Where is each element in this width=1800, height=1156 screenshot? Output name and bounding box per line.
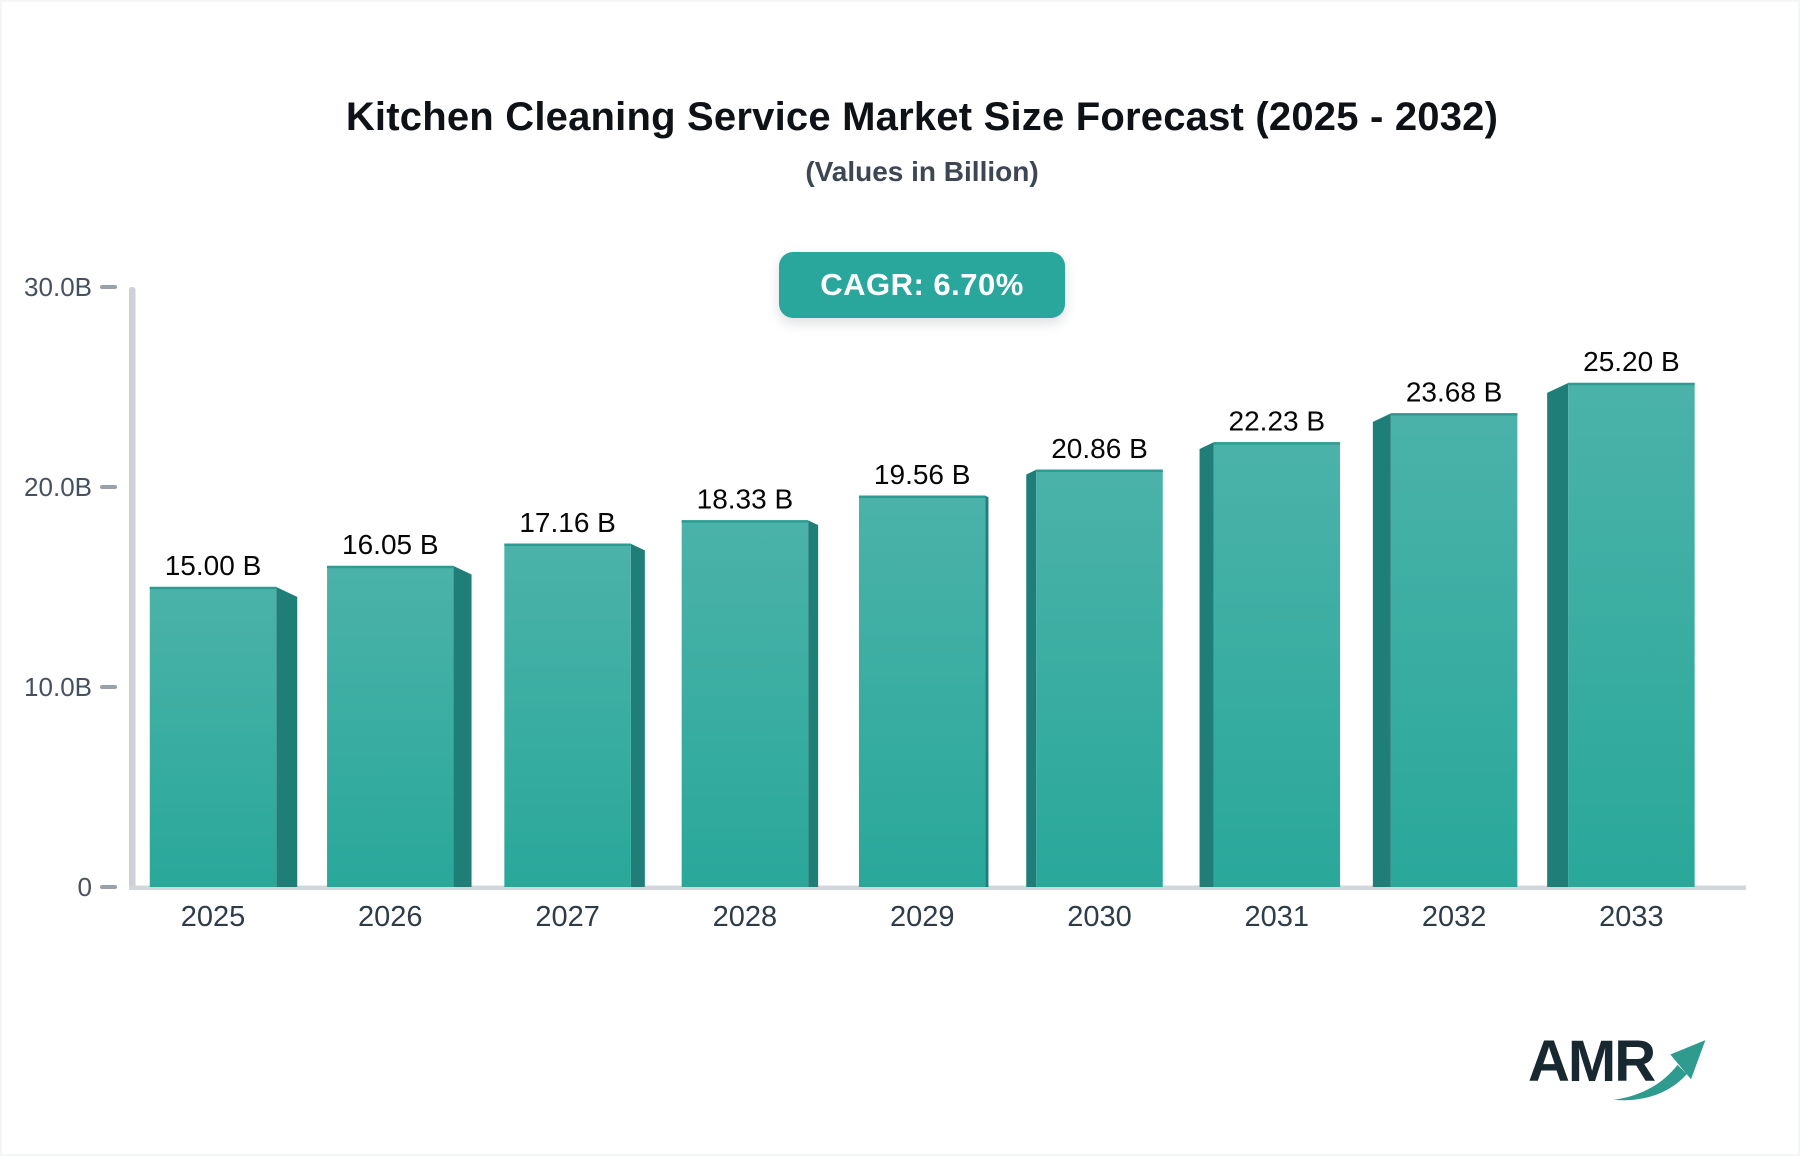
value-label-2027: 17.16 B	[519, 507, 616, 538]
value-label-2029: 19.56 B	[874, 459, 971, 490]
value-label-2025: 15.00 B	[165, 550, 262, 581]
y-axis-line	[129, 287, 136, 889]
bar-group-2027	[504, 543, 645, 887]
x-tick-label-2028: 2028	[713, 901, 778, 933]
bar-group-2033	[1547, 382, 1695, 887]
x-tick-label-2027: 2027	[535, 901, 600, 933]
bar-side-2031	[1199, 442, 1214, 887]
y-tick-label-10.0B: 10.0B	[24, 672, 92, 702]
bar-face-2029	[858, 495, 986, 887]
bar-group-2025	[149, 586, 298, 887]
bar-face-2033	[1568, 383, 1695, 887]
y-tick-label-30.0B: 30.0B	[24, 272, 92, 302]
value-label-2026: 16.05 B	[342, 529, 439, 560]
x-tick-label-2025: 2025	[181, 901, 246, 933]
value-label-2031: 22.23 B	[1229, 405, 1326, 436]
bar-side-2033	[1547, 383, 1569, 887]
bar-face-2030	[1036, 469, 1163, 887]
bar-face-2025	[149, 587, 277, 887]
value-label-2033: 25.20 B	[1583, 346, 1680, 377]
bar-face-2028	[681, 520, 809, 887]
bar-face-2027	[504, 543, 631, 887]
x-tick-label-2030: 2030	[1067, 901, 1132, 933]
x-tick-label-2031: 2031	[1245, 901, 1310, 933]
bar-group-2032	[1372, 413, 1518, 887]
bar-group-2031	[1199, 442, 1341, 887]
bar-group-2030	[1026, 469, 1163, 887]
bar-side-2032	[1372, 413, 1391, 887]
bar-group-2028	[681, 520, 819, 887]
bar-side-2027	[630, 543, 645, 887]
bar-face-2026	[327, 566, 454, 887]
value-label-2028: 18.33 B	[697, 483, 794, 514]
x-tick-label-2029: 2029	[890, 901, 955, 933]
bar-face-2031	[1213, 442, 1341, 887]
y-tick-mark-0	[100, 885, 117, 889]
bar-group-2026	[327, 565, 472, 887]
bar-face-2032	[1390, 413, 1518, 887]
bar-side-2030	[1026, 469, 1037, 887]
amr-logo-text: AMR	[1528, 1029, 1656, 1094]
bar-side-2025	[276, 587, 298, 887]
y-tick-mark-10.0B	[100, 685, 117, 689]
y-tick-mark-20.0B	[100, 485, 117, 489]
chart-subtitle: (Values in Billion)	[805, 156, 1039, 187]
x-tick-label-2026: 2026	[358, 901, 423, 933]
value-label-2030: 20.86 B	[1051, 433, 1148, 464]
x-tick-label-2033: 2033	[1599, 901, 1664, 933]
y-tick-label-0: 0	[78, 872, 92, 902]
amr-logo: AMR	[1528, 1030, 1778, 1120]
growth-arrow-icon	[1613, 1040, 1706, 1101]
x-axis-line	[129, 885, 1746, 890]
y-tick-label-20.0B: 20.0B	[24, 472, 92, 502]
chart-title: Kitchen Cleaning Service Market Size For…	[345, 95, 1499, 139]
chart-header: Kitchen Cleaning Service Market Size For…	[22, 92, 1800, 318]
cagr-badge: CAGR: 6.70%	[779, 252, 1065, 318]
bar-side-2026	[453, 566, 472, 887]
value-label-2032: 23.68 B	[1406, 376, 1503, 407]
x-tick-label-2032: 2032	[1422, 901, 1487, 933]
bar-side-2028	[808, 520, 819, 887]
y-tick-mark-30.0B	[100, 285, 117, 289]
bar-side-2029	[985, 495, 989, 887]
bar-group-2029	[858, 495, 989, 887]
